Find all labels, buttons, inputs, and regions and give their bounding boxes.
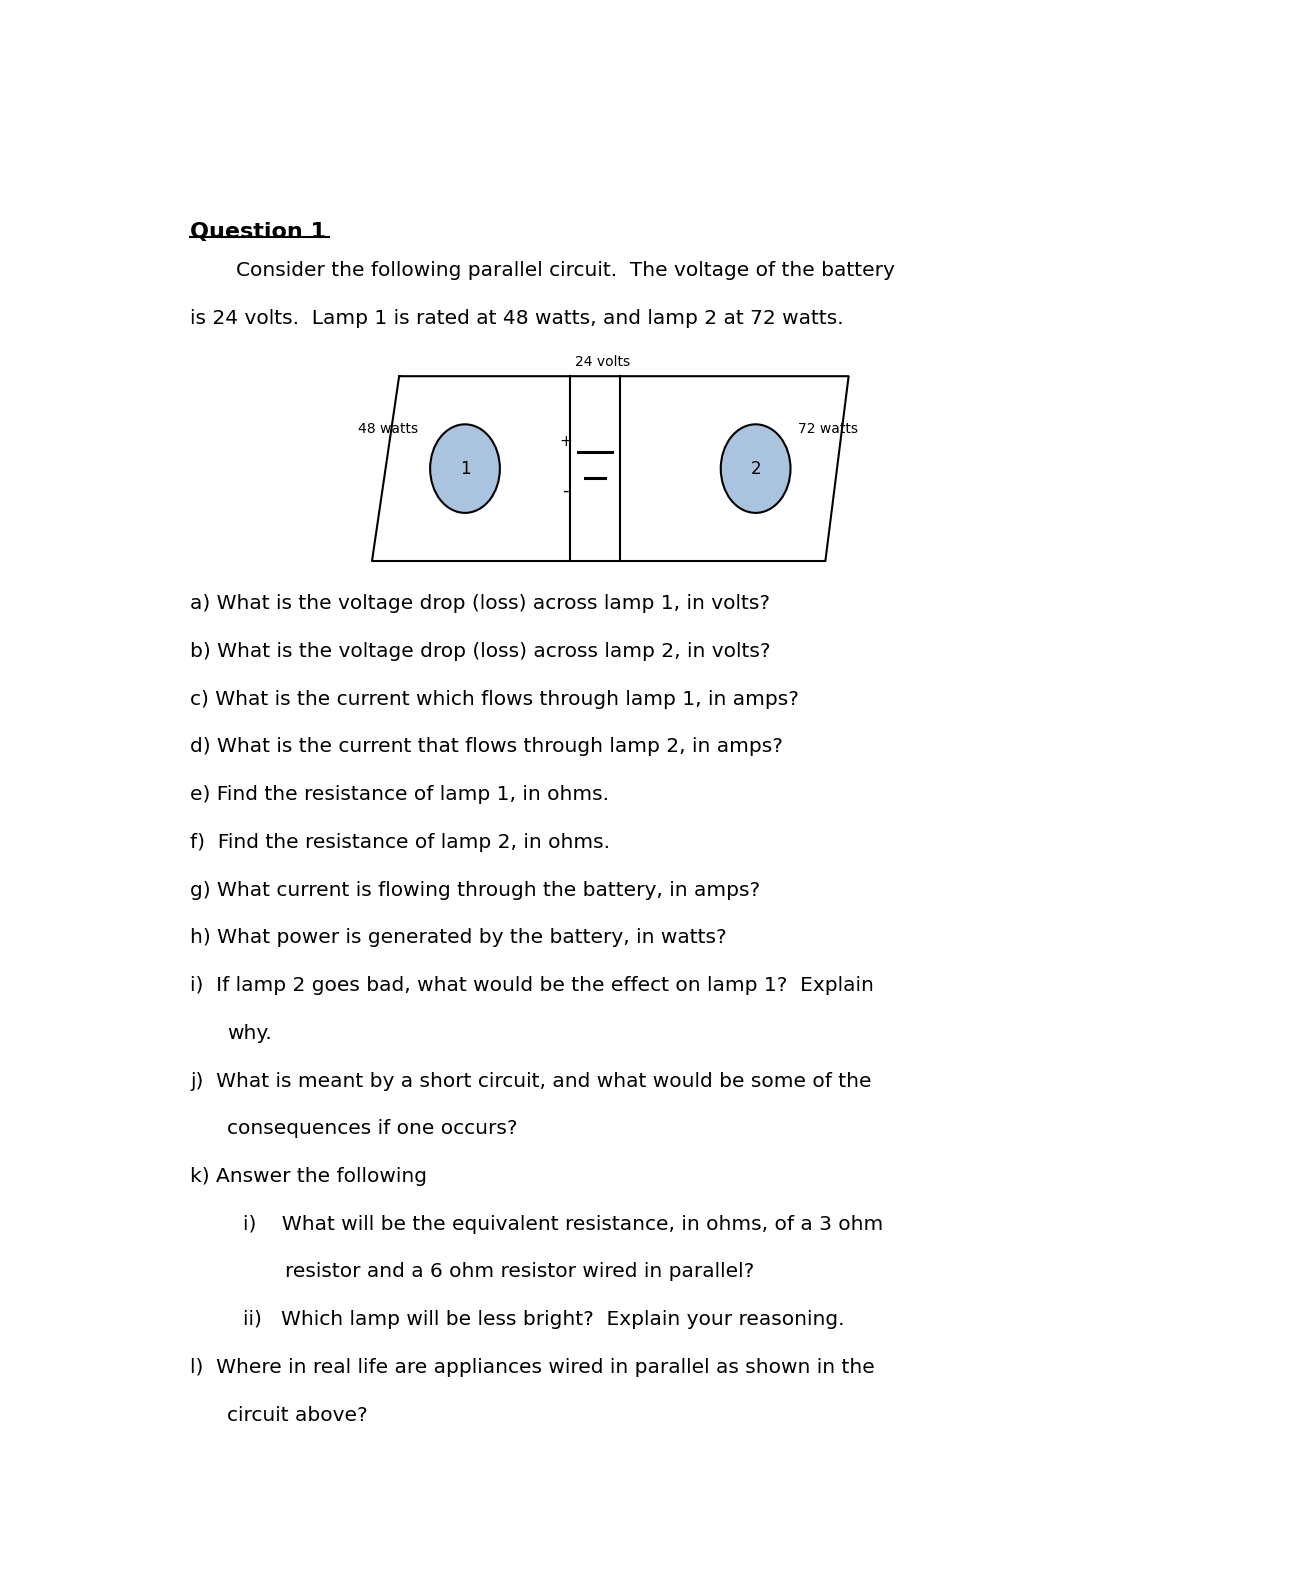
- Text: 24 volts: 24 volts: [575, 354, 630, 368]
- Text: Question 1: Question 1: [190, 222, 326, 242]
- Text: k) Answer the following: k) Answer the following: [190, 1168, 427, 1187]
- Text: ii)   Which lamp will be less bright?  Explain your reasoning.: ii) Which lamp will be less bright? Expl…: [242, 1309, 844, 1329]
- Text: c) What is the current which flows through lamp 1, in amps?: c) What is the current which flows throu…: [190, 689, 798, 708]
- Text: e) Find the resistance of lamp 1, in ohms.: e) Find the resistance of lamp 1, in ohm…: [190, 785, 609, 804]
- Text: 48 watts: 48 watts: [358, 421, 418, 435]
- Text: is 24 volts.  Lamp 1 is rated at 48 watts, and lamp 2 at 72 watts.: is 24 volts. Lamp 1 is rated at 48 watts…: [190, 309, 844, 329]
- Text: g) What current is flowing through the battery, in amps?: g) What current is flowing through the b…: [190, 880, 760, 900]
- Text: i)  If lamp 2 goes bad, what would be the effect on lamp 1?  Explain: i) If lamp 2 goes bad, what would be the…: [190, 976, 874, 995]
- Text: b) What is the voltage drop (loss) across lamp 2, in volts?: b) What is the voltage drop (loss) acros…: [190, 641, 771, 660]
- Text: why.: why.: [227, 1024, 272, 1043]
- Text: d) What is the current that flows through lamp 2, in amps?: d) What is the current that flows throug…: [190, 737, 783, 756]
- Text: +: +: [559, 434, 572, 450]
- Text: resistor and a 6 ohm resistor wired in parallel?: resistor and a 6 ohm resistor wired in p…: [285, 1263, 754, 1281]
- Ellipse shape: [430, 424, 500, 514]
- Ellipse shape: [721, 424, 790, 514]
- Text: 1: 1: [460, 459, 470, 477]
- Text: f)  Find the resistance of lamp 2, in ohms.: f) Find the resistance of lamp 2, in ohm…: [190, 833, 609, 852]
- Text: 2: 2: [750, 459, 760, 477]
- Text: circuit above?: circuit above?: [227, 1405, 367, 1424]
- Text: 72 watts: 72 watts: [798, 421, 858, 435]
- Text: -: -: [562, 482, 569, 499]
- Text: i)    What will be the equivalent resistance, in ohms, of a 3 ohm: i) What will be the equivalent resistanc…: [242, 1215, 883, 1233]
- Text: l)  Where in real life are appliances wired in parallel as shown in the: l) Where in real life are appliances wir…: [190, 1357, 875, 1376]
- Text: a) What is the voltage drop (loss) across lamp 1, in volts?: a) What is the voltage drop (loss) acros…: [190, 593, 769, 612]
- Text: j)  What is meant by a short circuit, and what would be some of the: j) What is meant by a short circuit, and…: [190, 1072, 871, 1091]
- Text: h) What power is generated by the battery, in watts?: h) What power is generated by the batter…: [190, 928, 727, 947]
- Text: Consider the following parallel circuit.  The voltage of the battery: Consider the following parallel circuit.…: [237, 260, 896, 279]
- Text: consequences if one occurs?: consequences if one occurs?: [227, 1120, 518, 1139]
